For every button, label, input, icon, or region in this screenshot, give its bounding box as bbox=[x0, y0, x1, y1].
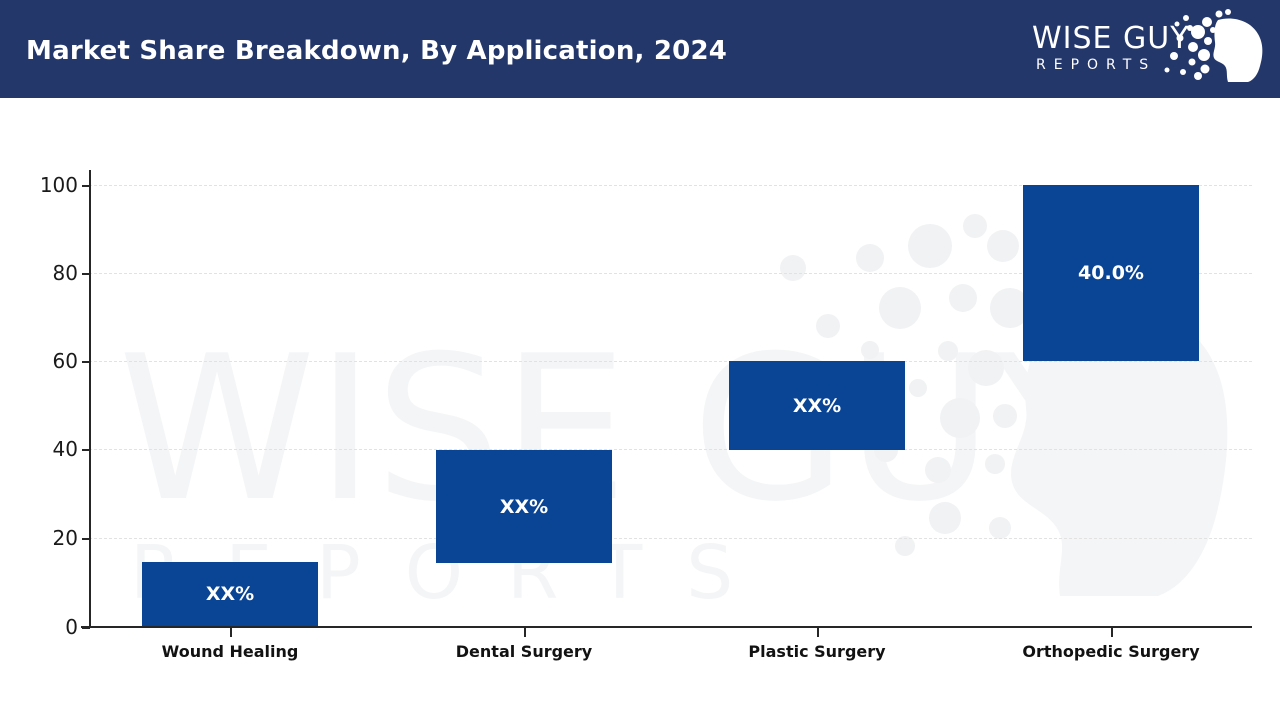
bar-orthopedic-surgery[interactable]: 40.0% bbox=[1023, 185, 1199, 361]
header-bar: Market Share Breakdown, By Application, … bbox=[0, 0, 1280, 98]
bar-wound-healing[interactable]: XX% bbox=[142, 562, 318, 626]
y-axis-spine bbox=[89, 170, 91, 628]
logo-subword: REPORTS bbox=[1036, 57, 1157, 73]
xtick-label-wound-healing: Wound Healing bbox=[161, 642, 299, 661]
gridline-60 bbox=[89, 361, 1252, 362]
gridline-40 bbox=[89, 449, 1252, 450]
ytick-mark-0 bbox=[82, 627, 90, 629]
logo-head-dots-icon bbox=[1164, 9, 1263, 83]
bar-label-orthopedic-surgery: 40.0% bbox=[1078, 262, 1144, 284]
logo-wordmark: WISE GUY bbox=[1032, 21, 1190, 56]
ytick-mark-40 bbox=[82, 449, 90, 451]
x-axis-spine bbox=[81, 626, 1252, 628]
xtick-mark-wound-healing bbox=[230, 628, 232, 637]
bar-plastic-surgery[interactable]: XX% bbox=[729, 361, 905, 450]
xtick-mark-dental-surgery bbox=[524, 628, 526, 637]
xtick-label-orthopedic-surgery: Orthopedic Surgery bbox=[1022, 642, 1200, 661]
ytick-label-60: 60 bbox=[52, 349, 78, 373]
ytick-mark-60 bbox=[82, 361, 90, 363]
page-title: Market Share Breakdown, By Application, … bbox=[26, 36, 728, 66]
ytick-mark-20 bbox=[82, 538, 90, 540]
xtick-label-plastic-surgery: Plastic Surgery bbox=[748, 642, 886, 661]
chart-canvas: WISE GUY REPORTS bbox=[0, 98, 1280, 720]
ytick-label-80: 80 bbox=[52, 261, 78, 285]
xtick-label-dental-surgery: Dental Surgery bbox=[455, 642, 593, 661]
ytick-label-40: 40 bbox=[52, 437, 78, 461]
xtick-mark-orthopedic-surgery bbox=[1111, 628, 1113, 637]
plot-area: XX% XX% XX% 40.0% 100 80 60 40 20 0 bbox=[0, 98, 1280, 720]
wise-guy-reports-logo: WISE GUY REPORTS bbox=[1022, 8, 1274, 90]
ytick-label-20: 20 bbox=[52, 526, 78, 550]
xtick-mark-plastic-surgery bbox=[817, 628, 819, 637]
bar-label-dental-surgery: XX% bbox=[499, 495, 549, 518]
gridline-100 bbox=[89, 185, 1252, 186]
ytick-label-0: 0 bbox=[65, 615, 78, 639]
ytick-label-100: 100 bbox=[39, 173, 78, 197]
ytick-mark-100 bbox=[82, 185, 90, 187]
gridline-20 bbox=[89, 538, 1252, 539]
bar-dental-surgery[interactable]: XX% bbox=[436, 450, 612, 563]
gridline-80 bbox=[89, 273, 1252, 274]
ytick-mark-80 bbox=[82, 273, 90, 275]
bar-label-wound-healing: XX% bbox=[205, 583, 255, 605]
bar-label-plastic-surgery: XX% bbox=[792, 394, 842, 417]
